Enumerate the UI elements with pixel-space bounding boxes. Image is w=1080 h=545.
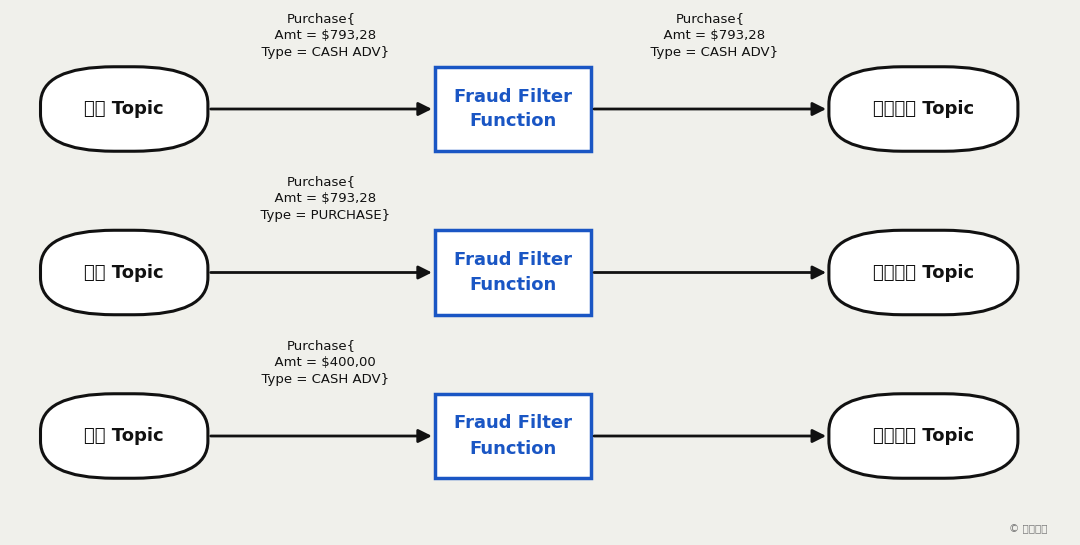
- FancyBboxPatch shape: [434, 230, 592, 315]
- Text: Fraud Filter
Function: Fraud Filter Function: [454, 251, 572, 294]
- Text: 支付 Topic: 支付 Topic: [84, 100, 164, 118]
- FancyBboxPatch shape: [829, 393, 1017, 479]
- Text: Purchase{
  Amt = $793,28
  Type = CASH ADV}: Purchase{ Amt = $793,28 Type = CASH ADV}: [253, 11, 390, 58]
- Text: 支付 Topic: 支付 Topic: [84, 263, 164, 282]
- FancyBboxPatch shape: [829, 230, 1017, 315]
- Text: Purchase{
  Amt = $793,28
  Type = CASH ADV}: Purchase{ Amt = $793,28 Type = CASH ADV}: [642, 11, 779, 58]
- Text: Fraud Filter
Function: Fraud Filter Function: [454, 88, 572, 130]
- Text: 支付 Topic: 支付 Topic: [84, 427, 164, 445]
- Text: 潜在欺诈 Topic: 潜在欺诈 Topic: [873, 427, 974, 445]
- Text: Purchase{
  Amt = $400,00
  Type = CASH ADV}: Purchase{ Amt = $400,00 Type = CASH ADV}: [253, 338, 390, 386]
- Text: 潜在欺诈 Topic: 潜在欺诈 Topic: [873, 263, 974, 282]
- FancyBboxPatch shape: [434, 66, 592, 151]
- FancyBboxPatch shape: [829, 66, 1017, 151]
- Text: © 创新互联: © 创新互联: [1009, 524, 1048, 534]
- FancyBboxPatch shape: [41, 393, 207, 479]
- FancyBboxPatch shape: [41, 230, 207, 315]
- Text: Purchase{
  Amt = $793,28
  Type = PURCHASE}: Purchase{ Amt = $793,28 Type = PURCHASE}: [253, 175, 390, 222]
- Text: Fraud Filter
Function: Fraud Filter Function: [454, 415, 572, 457]
- Text: 潜在欺诈 Topic: 潜在欺诈 Topic: [873, 100, 974, 118]
- FancyBboxPatch shape: [434, 393, 592, 479]
- FancyBboxPatch shape: [41, 66, 207, 151]
